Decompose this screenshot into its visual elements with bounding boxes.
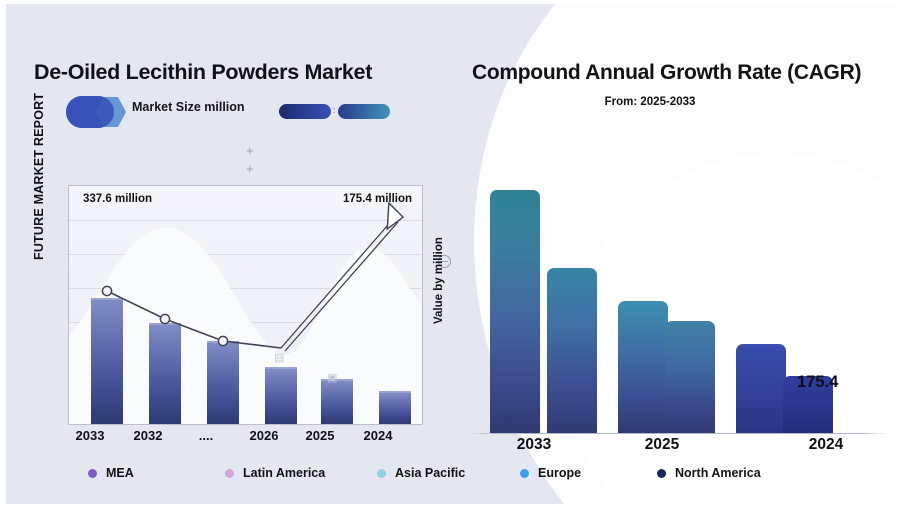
left-chart-plot-area: ▤ ▣ [68, 185, 423, 425]
region-legend: MEA Latin America Asia Pacific Europe No… [6, 466, 896, 496]
left-chart-trend-overlay [101, 201, 405, 352]
right-bar-2033-secondary [547, 268, 597, 433]
legend-dot-north-america [657, 468, 666, 478]
legend-item-latin-america: Latin America [225, 466, 325, 480]
left-xtick-2033: 2033 [75, 428, 105, 443]
legend-dot-latin-america [225, 468, 234, 478]
legend-item-europe: Europe [520, 466, 581, 480]
left-bar-2032 [149, 323, 181, 424]
legend-label-latin-america: Latin America [243, 466, 326, 480]
legend-pill-secondary [338, 104, 390, 119]
right-bar-2025-secondary [665, 321, 715, 433]
left-xtick-2024: 2024 [363, 428, 393, 443]
left-bar-2026 [265, 367, 297, 424]
left-xtick-dots: .... [198, 428, 214, 443]
left-chart-annotation-end: 175.4 million [343, 193, 413, 205]
placeholder-icon-2: ▣ [327, 372, 338, 384]
legend-dot-asia-pacific [377, 468, 386, 478]
left-xtick-2025: 2025 [305, 428, 335, 443]
right-panel-subtitle: From: 2025-2033 [604, 96, 696, 108]
left-bar-dots [207, 341, 239, 424]
left-chart-y-axis-label: FUTURE MARKET REPORT [32, 92, 46, 260]
brand-logo-icon [66, 96, 126, 128]
legend-pill-primary [279, 104, 331, 119]
legend-pill-separator: : [333, 106, 336, 115]
legend-item-mea: MEA [88, 466, 134, 480]
left-bar-2025 [321, 379, 353, 424]
right-xtick-2033: 2033 [516, 436, 552, 453]
left-bar-2024 [379, 391, 411, 424]
legend-label-mea: MEA [106, 466, 134, 480]
infographic-card: De-Oiled Lecithin Powders Market Market … [6, 4, 896, 504]
minus-circle-icon [438, 255, 451, 268]
right-chart-baseline [468, 433, 888, 434]
plus-icon-1: + [246, 143, 254, 158]
right-chart-value-label: 175.4 [797, 373, 839, 391]
legend-item-north-america: North America [657, 466, 761, 480]
placeholder-icon-1: ▤ [274, 352, 285, 364]
legend-label-north-america: North America [675, 466, 761, 480]
plus-icon-2: + [246, 161, 254, 176]
right-xtick-2024: 2024 [808, 436, 844, 453]
right-xtick-2025: 2025 [644, 436, 680, 453]
right-chart-plot-area [468, 144, 888, 434]
right-panel-title: Compound Annual Growth Rate (CAGR) [472, 61, 862, 84]
right-bar-2024-secondary [783, 376, 833, 433]
right-bar-2024-primary [736, 344, 786, 433]
left-xtick-2032: 2032 [133, 428, 163, 443]
left-bar-2033 [91, 298, 123, 424]
market-size-legend-label: Market Size million [132, 100, 245, 114]
right-bar-2025-primary [618, 301, 668, 433]
right-bar-2033-primary [490, 190, 540, 433]
left-panel-title: De-Oiled Lecithin Powders Market [34, 60, 373, 84]
right-chart-y-axis-label: Value by million [433, 237, 445, 324]
left-xtick-2026: 2026 [249, 428, 279, 443]
legend-item-asia-pacific: Asia Pacific [377, 466, 465, 480]
legend-label-europe: Europe [538, 466, 582, 480]
legend-dot-mea [88, 468, 97, 478]
legend-dot-europe [520, 468, 529, 478]
left-chart-annotation-start: 337.6 million [83, 193, 153, 205]
legend-label-asia-pacific: Asia Pacific [395, 466, 466, 480]
